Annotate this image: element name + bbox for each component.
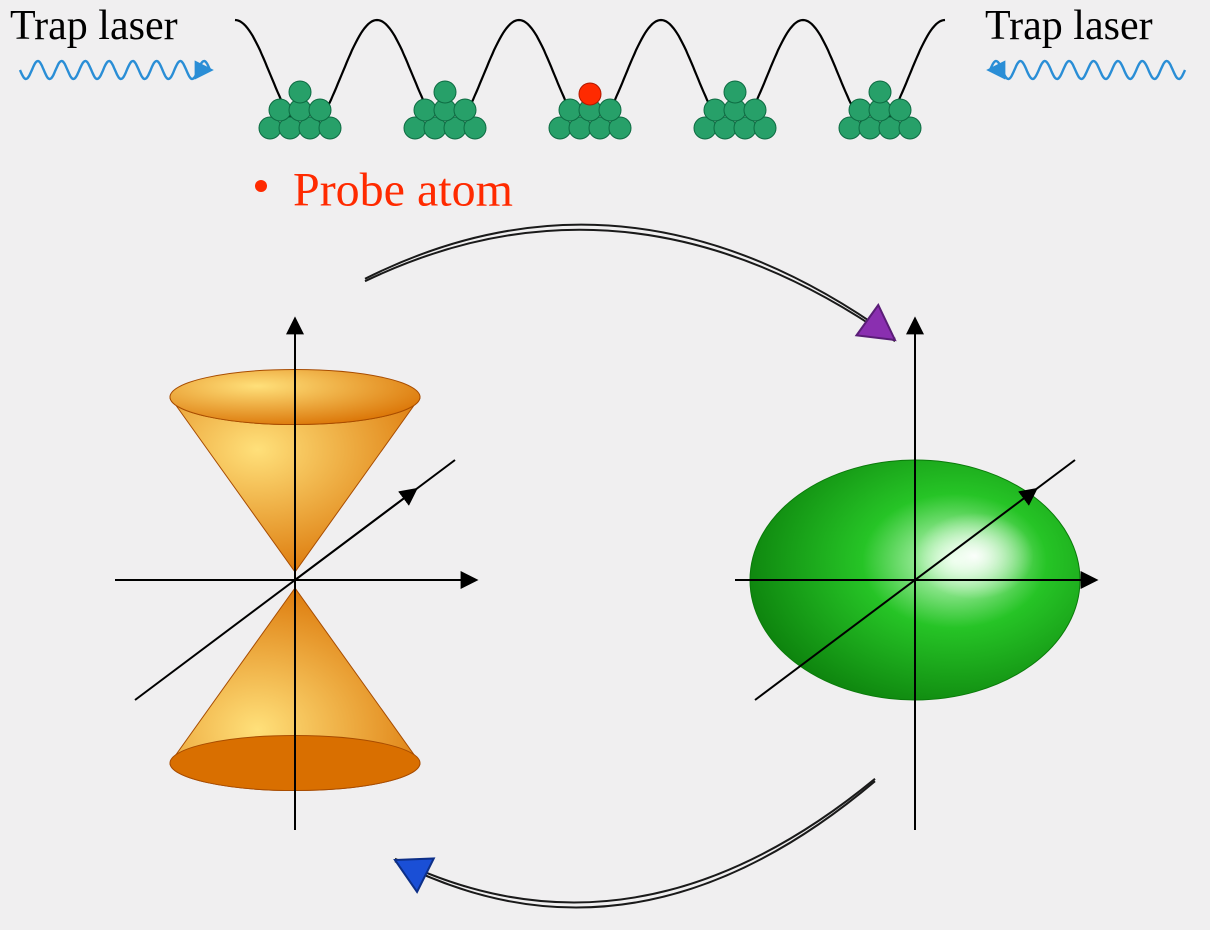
bath-atom <box>869 81 891 103</box>
dirac-cone-dispersion <box>115 320 475 830</box>
bath-atom <box>289 81 311 103</box>
laser-arrow-right <box>990 61 1185 79</box>
bath-atom <box>724 81 746 103</box>
bath-atom <box>454 99 476 121</box>
probe-atom <box>579 83 601 105</box>
bath-atom <box>559 99 581 121</box>
bath-atom <box>889 99 911 121</box>
dispersion-cycle-diagram <box>0 160 1210 930</box>
transition-curve <box>395 781 875 907</box>
ellipsoid-dispersion <box>735 320 1095 830</box>
bath-atom <box>414 99 436 121</box>
transition-arrow-top <box>365 225 895 342</box>
transition-curve <box>365 225 895 339</box>
bath-atom <box>309 99 331 121</box>
transition-curve <box>395 779 875 903</box>
bath-atom <box>704 99 726 121</box>
transition-arrowhead <box>856 305 895 340</box>
trapped-atoms <box>259 81 921 139</box>
bath-atom <box>269 99 291 121</box>
bath-atom <box>434 81 456 103</box>
axes-3d-front <box>115 320 475 830</box>
laser-arrow-left <box>20 61 210 79</box>
bath-atom <box>744 99 766 121</box>
bath-atom <box>849 99 871 121</box>
transition-arrow-bottom <box>395 779 875 908</box>
trap-laser-label-left: Trap laser <box>10 2 178 50</box>
transition-arrowhead <box>395 858 434 891</box>
trap-laser-label-right: Trap laser <box>985 2 1153 50</box>
bath-atom <box>599 99 621 121</box>
